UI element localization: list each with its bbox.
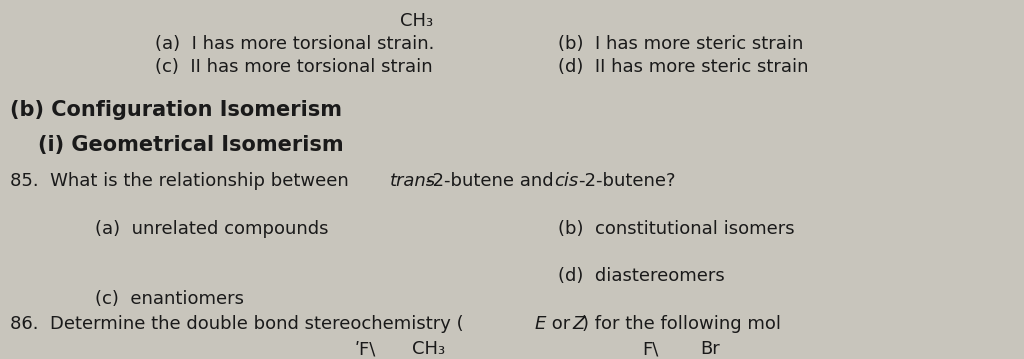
Text: (b)  constitutional isomers: (b) constitutional isomers (558, 220, 795, 238)
Text: F\: F\ (642, 340, 658, 358)
Text: (b)  I has more steric strain: (b) I has more steric strain (558, 35, 804, 53)
Text: CH₃: CH₃ (412, 340, 445, 358)
Text: (a)  I has more torsional strain.: (a) I has more torsional strain. (155, 35, 434, 53)
Text: (c)  II has more torsional strain: (c) II has more torsional strain (155, 58, 432, 76)
Text: -2-butene?: -2-butene? (578, 172, 676, 190)
Text: CH₃: CH₃ (400, 12, 433, 30)
Text: cis: cis (554, 172, 579, 190)
Text: (i) Geometrical Isomerism: (i) Geometrical Isomerism (38, 135, 344, 155)
Text: Br: Br (700, 340, 720, 358)
Text: E: E (535, 315, 547, 333)
Text: ʹF\: ʹF\ (355, 340, 377, 358)
Text: (c)  enantiomers: (c) enantiomers (95, 290, 244, 308)
Text: (a)  unrelated compounds: (a) unrelated compounds (95, 220, 329, 238)
Text: -2-butene and: -2-butene and (426, 172, 559, 190)
Text: (b) Configuration Isomerism: (b) Configuration Isomerism (10, 100, 342, 120)
Text: or: or (546, 315, 575, 333)
Text: ) for the following mol: ) for the following mol (582, 315, 781, 333)
Text: 86.  Determine the double bond stereochemistry (: 86. Determine the double bond stereochem… (10, 315, 464, 333)
Text: Z: Z (572, 315, 585, 333)
Text: (d)  II has more steric strain: (d) II has more steric strain (558, 58, 809, 76)
Text: 85.  What is the relationship between: 85. What is the relationship between (10, 172, 354, 190)
Text: (d)  diastereomers: (d) diastereomers (558, 267, 725, 285)
Text: trans: trans (390, 172, 436, 190)
